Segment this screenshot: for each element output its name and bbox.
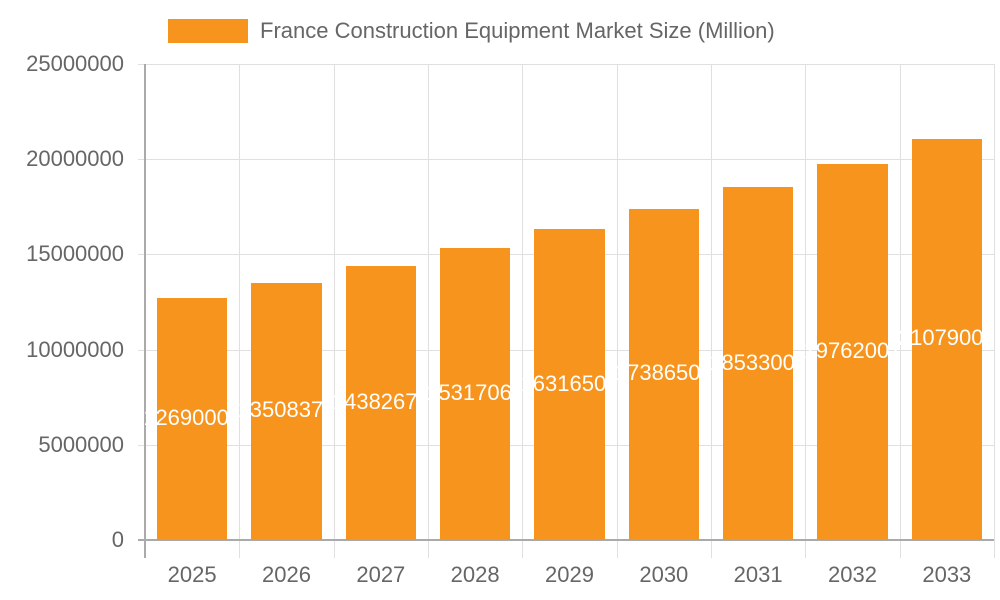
- x-tick-label: 2032: [828, 562, 877, 587]
- gridline-vertical: [428, 64, 429, 558]
- bar-value-clip: 19762001: [805, 0, 899, 600]
- bar-value-label: 14382675: [333, 389, 428, 415]
- bar-2032[interactable]: [817, 163, 888, 540]
- gridline-vertical: [805, 64, 806, 558]
- bar-value-clip: 18533001: [711, 0, 805, 600]
- bar-2025[interactable]: [157, 298, 228, 540]
- x-tick-label: 2030: [639, 562, 689, 587]
- bar-value-label: 12690000: [145, 405, 240, 431]
- bar-2026[interactable]: [251, 282, 322, 540]
- bar-value-label: 17386505: [616, 360, 711, 386]
- legend-label: France Construction Equipment Market Siz…: [260, 18, 775, 43]
- y-tick-label: 5000000: [38, 431, 124, 457]
- y-tick-label: 15000000: [26, 241, 124, 267]
- x-tick-label: 2029: [545, 562, 594, 587]
- x-axis: [138, 539, 994, 541]
- gridline-vertical: [522, 64, 523, 558]
- x-tick-label: 2033: [922, 562, 972, 587]
- bar-value-label: 15317060: [428, 380, 523, 406]
- gridline-horizontal: [138, 159, 994, 160]
- bar-2027[interactable]: [345, 266, 416, 540]
- bar-2031[interactable]: [723, 187, 794, 540]
- bar-value-clip: 13508370: [239, 0, 333, 600]
- bar-value-clip: 15317060: [428, 0, 522, 600]
- y-tick-label: 0: [111, 527, 124, 552]
- x-tick-label: 2026: [262, 562, 311, 587]
- bar-value-clip: 14382675: [334, 0, 428, 600]
- y-axis: [144, 64, 146, 558]
- y-tick-label: 25000000: [26, 51, 124, 76]
- bar-value-clip: 12690000: [145, 0, 239, 600]
- x-tick-label: 2027: [356, 562, 406, 587]
- bar-value-clip: 21079001: [900, 0, 994, 600]
- legend-swatch: [168, 19, 248, 43]
- bar-2033[interactable]: [911, 138, 982, 540]
- bar-value-label: 13508370: [239, 397, 334, 423]
- bar-value-clip: 17386505: [617, 0, 711, 600]
- y-tick-label: 10000000: [26, 336, 124, 362]
- gridline-vertical: [711, 64, 712, 558]
- bar-value-label: 19762001: [805, 337, 900, 363]
- y-tick-label: 20000000: [26, 146, 124, 172]
- bar-value-label: 21079001: [899, 325, 994, 351]
- gridline-vertical: [239, 64, 240, 558]
- x-tick-label: 2031: [733, 562, 783, 587]
- gridline-vertical: [617, 64, 618, 558]
- bar-2028[interactable]: [440, 248, 511, 540]
- x-tick-label: 2028: [450, 562, 500, 587]
- bar-value-clip: 16316505: [522, 0, 616, 600]
- x-tick-label: 2025: [167, 562, 217, 587]
- bar-value-label: 16316505: [522, 370, 617, 396]
- gridline-vertical: [900, 64, 901, 558]
- bar-2029[interactable]: [534, 229, 605, 540]
- gridline-vertical: [334, 64, 335, 558]
- bar-value-label: 18533001: [711, 349, 806, 375]
- chart-legend[interactable]: France Construction Equipment Market Siz…: [168, 18, 775, 44]
- bar-2030[interactable]: [628, 208, 699, 540]
- gridline-horizontal: [138, 64, 994, 65]
- gridline-vertical: [994, 64, 995, 558]
